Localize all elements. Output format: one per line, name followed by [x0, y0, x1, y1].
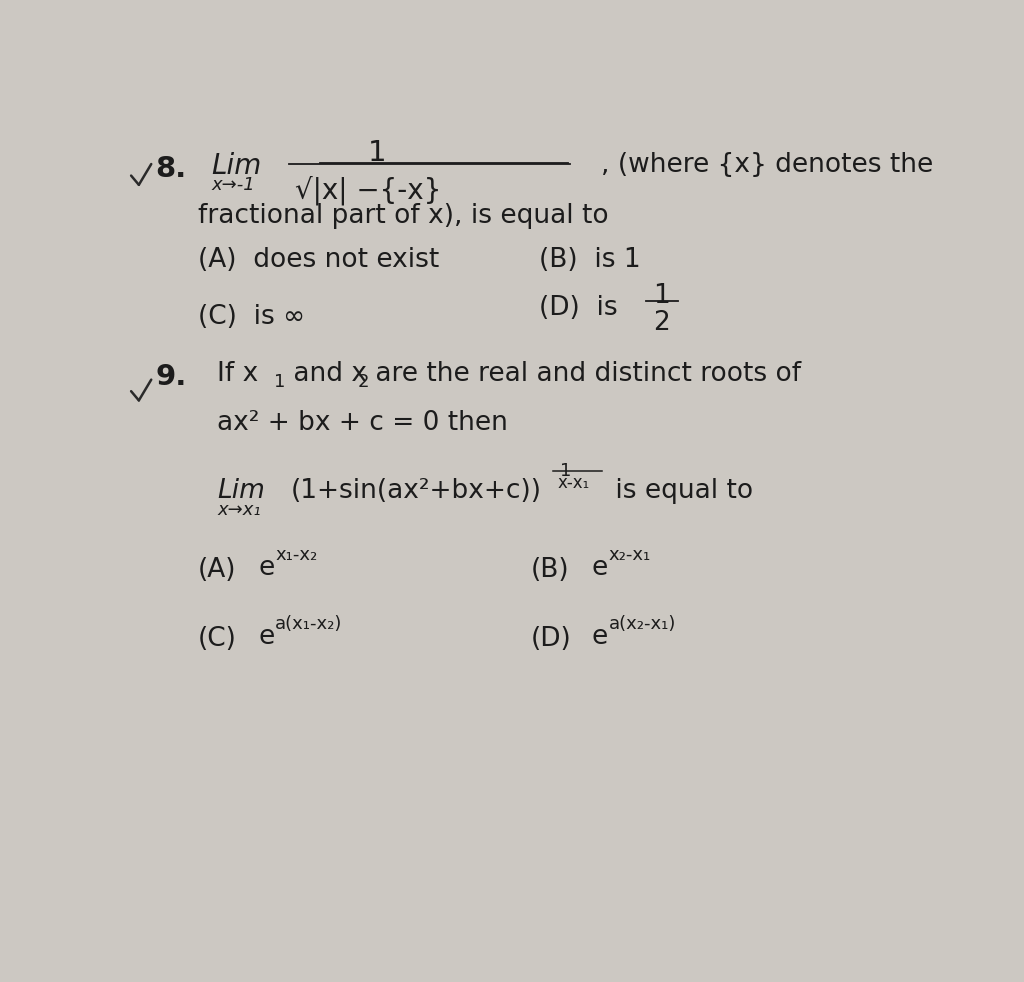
Text: Lim: Lim: [217, 478, 265, 504]
Text: (C)  is ∞: (C) is ∞: [198, 304, 305, 330]
Text: (C): (C): [198, 627, 237, 652]
Text: 1: 1: [653, 284, 670, 309]
Text: 2: 2: [653, 309, 670, 336]
Text: e: e: [258, 555, 274, 581]
Text: e: e: [592, 625, 607, 650]
Text: 9.: 9.: [155, 362, 186, 391]
Text: (A)  does not exist: (A) does not exist: [198, 247, 439, 273]
Text: x→-1: x→-1: [212, 177, 255, 194]
Text: is equal to: is equal to: [607, 478, 753, 504]
Text: a(x₂-x₁): a(x₂-x₁): [608, 616, 676, 633]
Text: (B)  is 1: (B) is 1: [539, 247, 640, 273]
Text: If x: If x: [217, 361, 258, 387]
Text: are the real and distinct roots of: are the real and distinct roots of: [367, 361, 801, 387]
Text: (1+sin(ax²+bx+c)): (1+sin(ax²+bx+c)): [291, 478, 542, 504]
Text: (D)  is: (D) is: [539, 295, 617, 321]
Text: (B): (B): [531, 557, 569, 582]
Text: 8.: 8.: [155, 155, 186, 183]
Text: √|x| −{-x}: √|x| −{-x}: [295, 176, 441, 205]
Text: 1: 1: [273, 373, 285, 392]
Text: and x: and x: [285, 361, 367, 387]
Text: x₁-x₂: x₁-x₂: [275, 546, 317, 564]
Text: e: e: [258, 625, 274, 650]
Text: (A): (A): [198, 557, 237, 582]
Text: Lim: Lim: [212, 152, 262, 180]
Text: 2: 2: [357, 373, 369, 392]
Text: x-x₁: x-x₁: [557, 473, 590, 492]
Text: ax² + bx + c = 0 then: ax² + bx + c = 0 then: [217, 410, 508, 436]
Text: fractional part of x), is equal to: fractional part of x), is equal to: [198, 202, 608, 229]
Text: x₂-x₁: x₂-x₁: [608, 546, 650, 564]
Text: (D): (D): [531, 627, 571, 652]
Text: 1: 1: [369, 139, 387, 167]
Text: 1: 1: [560, 462, 571, 480]
Text: e: e: [592, 555, 607, 581]
Text: , (where {x} denotes the: , (where {x} denotes the: [601, 152, 933, 178]
Text: x→x₁: x→x₁: [217, 501, 261, 519]
Text: a(x₁-x₂): a(x₁-x₂): [275, 616, 343, 633]
